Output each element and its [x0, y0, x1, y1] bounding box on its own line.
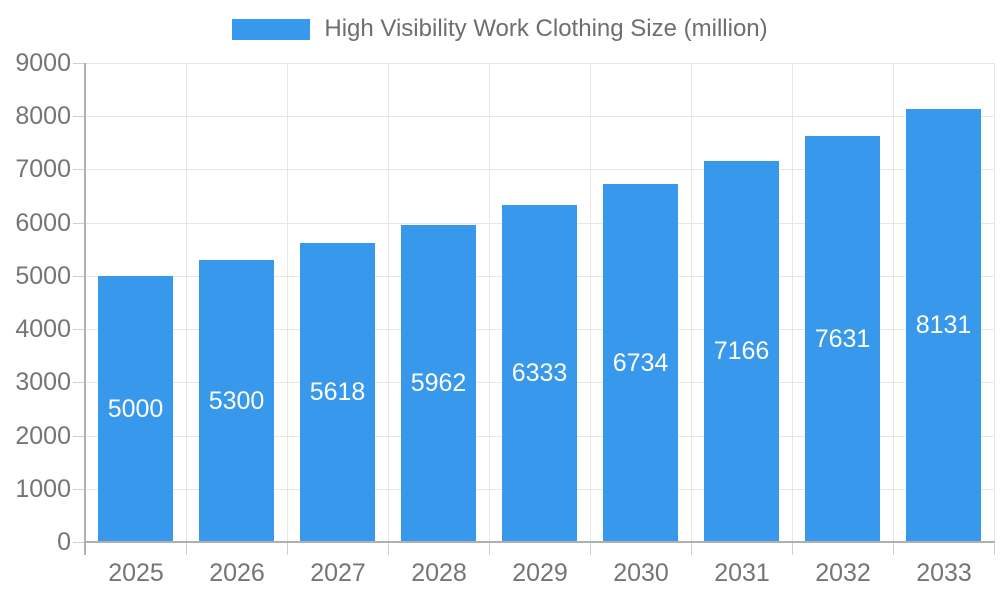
y-gridline [85, 63, 994, 64]
y-axis-tick-label: 4000 [15, 315, 71, 343]
x-gridline [893, 63, 894, 542]
bar-value-label: 6734 [612, 348, 669, 377]
bar-value-label: 5000 [107, 394, 164, 423]
x-axis-tick-label: 2025 [108, 559, 164, 587]
x-axis-tick [994, 543, 995, 555]
bar-2028[interactable]: 5962 [401, 225, 476, 542]
x-axis-tick-label: 2032 [815, 559, 871, 587]
x-gridline [287, 63, 288, 542]
y-axis-line [84, 63, 86, 555]
y-axis-tick [73, 329, 85, 330]
x-axis-tick [792, 543, 793, 555]
y-axis-tick-label: 3000 [15, 368, 71, 396]
y-axis-tick-label: 5000 [15, 262, 71, 290]
x-axis-tick [691, 543, 692, 555]
y-axis-tick [73, 542, 85, 543]
y-axis-tick-label: 8000 [15, 102, 71, 130]
y-axis-tick-label: 7000 [15, 155, 71, 183]
bar-2026[interactable]: 5300 [199, 260, 274, 542]
x-gridline [489, 63, 490, 542]
bar-2032[interactable]: 7631 [805, 136, 880, 542]
legend-series-label: High Visibility Work Clothing Size (mill… [324, 15, 768, 42]
bar-2031[interactable]: 7166 [704, 161, 779, 542]
bar-2030[interactable]: 6734 [603, 184, 678, 542]
x-axis-tick [489, 543, 490, 555]
bar-2029[interactable]: 6333 [502, 205, 577, 542]
bar-value-label: 6333 [511, 359, 568, 387]
y-axis-tick [73, 116, 85, 117]
x-axis-line [84, 541, 995, 543]
legend-swatch [232, 18, 311, 40]
y-axis-tick-label: 0 [57, 528, 71, 556]
bar-value-label: 5618 [309, 378, 366, 406]
y-axis-tick-label: 1000 [15, 475, 71, 503]
x-axis-tick-label: 2033 [916, 559, 972, 587]
chart-legend[interactable]: High Visibility Work Clothing Size (mill… [0, 15, 1000, 43]
x-axis-tick [287, 543, 288, 555]
x-gridline [994, 63, 995, 542]
y-axis-tick [73, 169, 85, 170]
y-gridline [85, 169, 994, 170]
y-axis-tick [73, 436, 85, 437]
y-axis-tick-label: 6000 [15, 209, 71, 237]
x-gridline [691, 63, 692, 542]
y-axis-tick-label: 2000 [15, 422, 71, 450]
bar-value-label: 7166 [713, 337, 770, 365]
x-axis-tick-label: 2027 [310, 559, 366, 587]
x-gridline [388, 63, 389, 542]
y-axis-tick [73, 489, 85, 490]
x-axis-tick-label: 2031 [714, 559, 770, 587]
x-gridline [792, 63, 793, 542]
bar-value-label: 8131 [915, 311, 972, 339]
bar-value-label: 5962 [410, 369, 467, 397]
bar-value-label: 7631 [814, 324, 871, 353]
x-gridline [186, 63, 187, 542]
y-axis-tick [73, 63, 85, 64]
y-gridline [85, 116, 994, 117]
y-axis-tick [73, 276, 85, 277]
x-axis-tick-label: 2028 [411, 559, 467, 587]
bar-value-label: 5300 [208, 386, 265, 415]
y-axis-tick-label: 9000 [15, 49, 71, 77]
x-axis-tick [388, 543, 389, 555]
x-axis-tick-label: 2026 [209, 559, 265, 587]
y-axis-tick [73, 223, 85, 224]
bar-2033[interactable]: 8131 [906, 109, 981, 542]
bar-2027[interactable]: 5618 [300, 243, 375, 542]
x-axis-tick-label: 2029 [512, 559, 568, 587]
bar-2025[interactable]: 5000 [98, 276, 173, 542]
x-gridline [590, 63, 591, 542]
x-axis-tick-label: 2030 [613, 559, 669, 587]
x-axis-tick [186, 543, 187, 555]
y-axis-tick [73, 382, 85, 383]
x-axis-tick [893, 543, 894, 555]
x-axis-tick [590, 543, 591, 555]
